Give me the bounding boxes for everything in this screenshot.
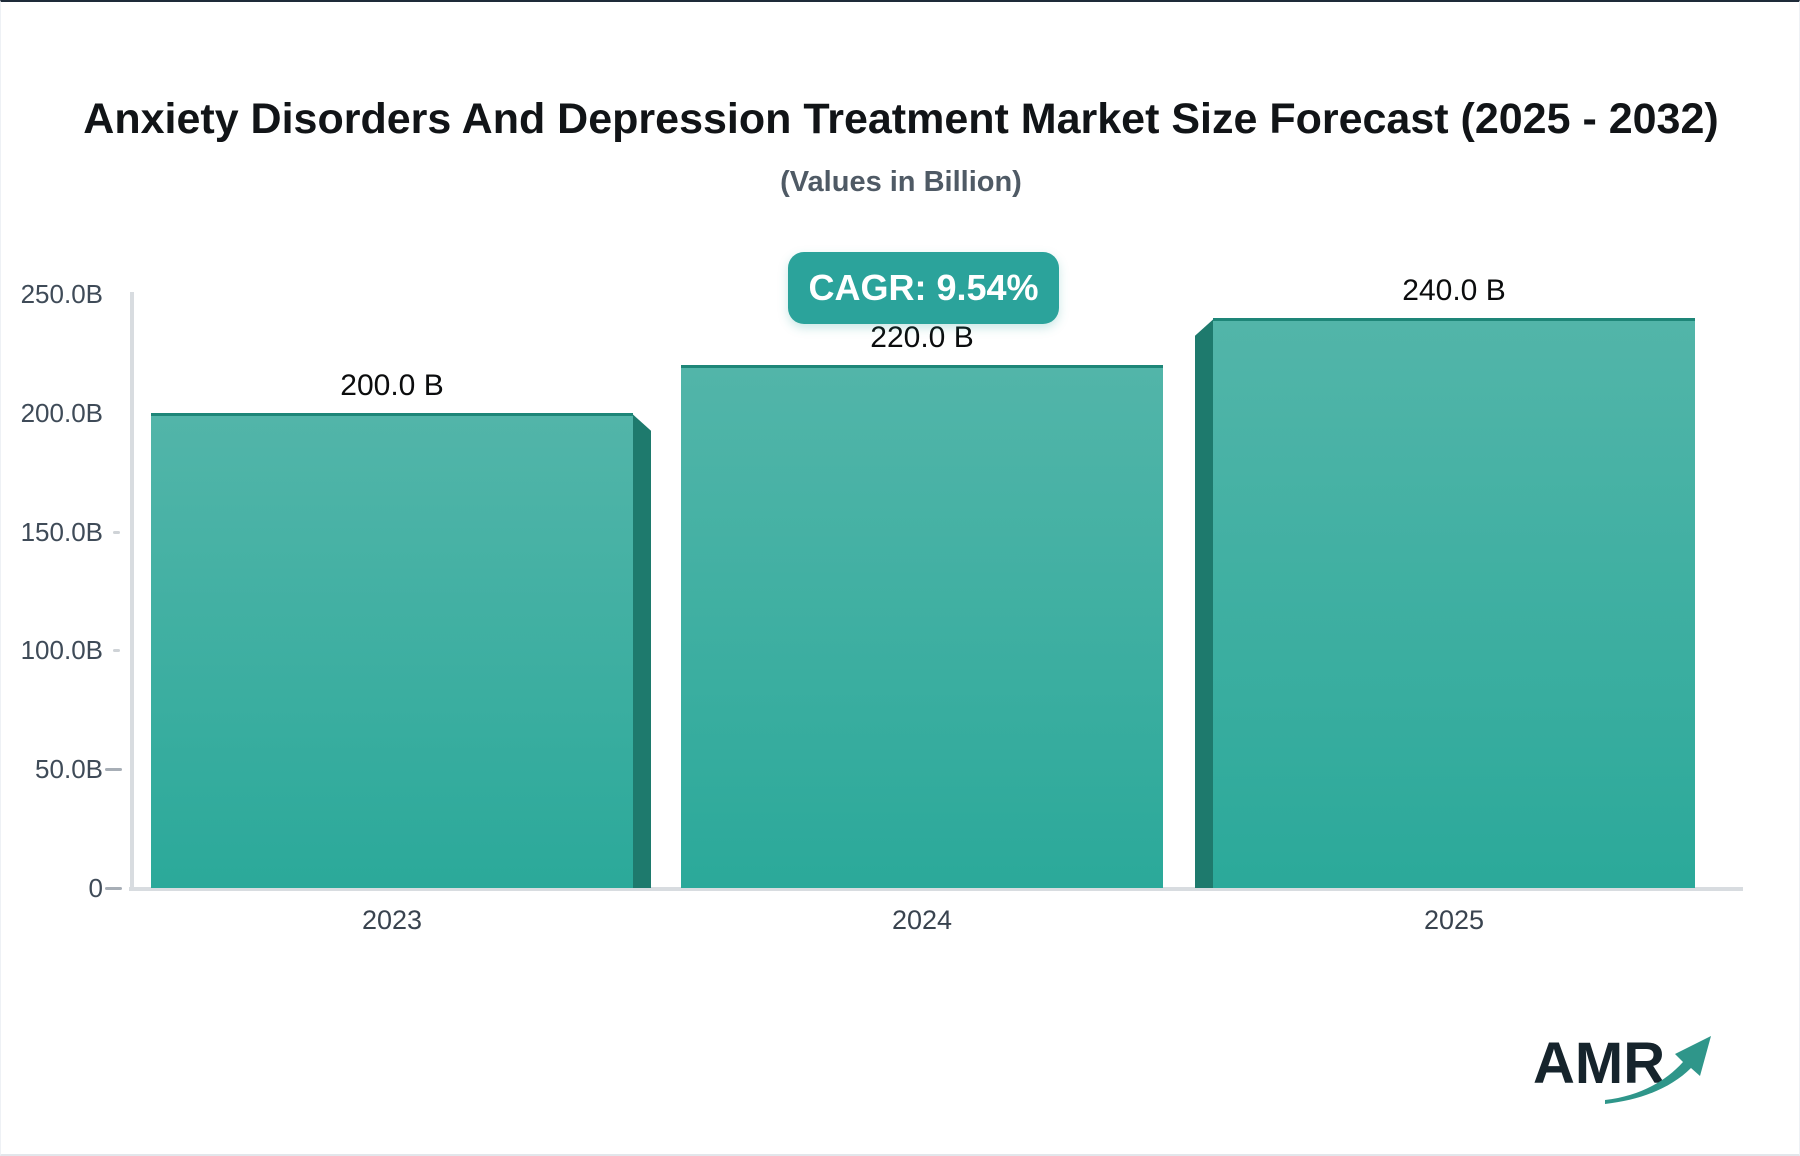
bar-value-label: 220.0 B (870, 321, 974, 355)
bar-3d-side (1195, 317, 1215, 888)
x-axis-line (129, 887, 1743, 891)
y-axis-label: 200.0B (20, 397, 103, 428)
y-axis-label: 0 (88, 873, 103, 903)
cagr-badge: CAGR: 9.54% (788, 252, 1059, 324)
chart-title: Anxiety Disorders And Depression Treatme… (83, 95, 1719, 143)
y-axis-label: 150.0B (20, 516, 103, 547)
x-axis-label: 2024 (891, 905, 953, 935)
growth-arrow-icon (1605, 1036, 1711, 1104)
y-axis-label: 100.0B (20, 635, 103, 666)
y-axis-label: 50.0B (35, 754, 103, 785)
chart-subtitle: (Values in Billion) (780, 166, 1022, 198)
x-axis-label: 2025 (1423, 905, 1485, 935)
y-axis-tick (113, 649, 120, 653)
y-axis-tick (105, 768, 122, 772)
amr-logo: AMR (1533, 1030, 1753, 1120)
bar-value-label: 200.0 B (340, 368, 444, 402)
amr-logo-text: AMR (1533, 1031, 1666, 1096)
y-axis-label: 250.0B (20, 279, 103, 309)
bar-value-label: 240.0 B (1402, 273, 1506, 307)
bar-3d-side (631, 412, 651, 888)
bar-2025[interactable] (1213, 317, 1695, 888)
x-axis-label: 2023 (361, 905, 423, 935)
y-axis-tick (105, 887, 122, 890)
y-axis-line (130, 292, 134, 890)
bar-2023[interactable] (151, 412, 633, 888)
bar-2024[interactable] (681, 365, 1163, 888)
y-axis-tick (113, 530, 120, 534)
